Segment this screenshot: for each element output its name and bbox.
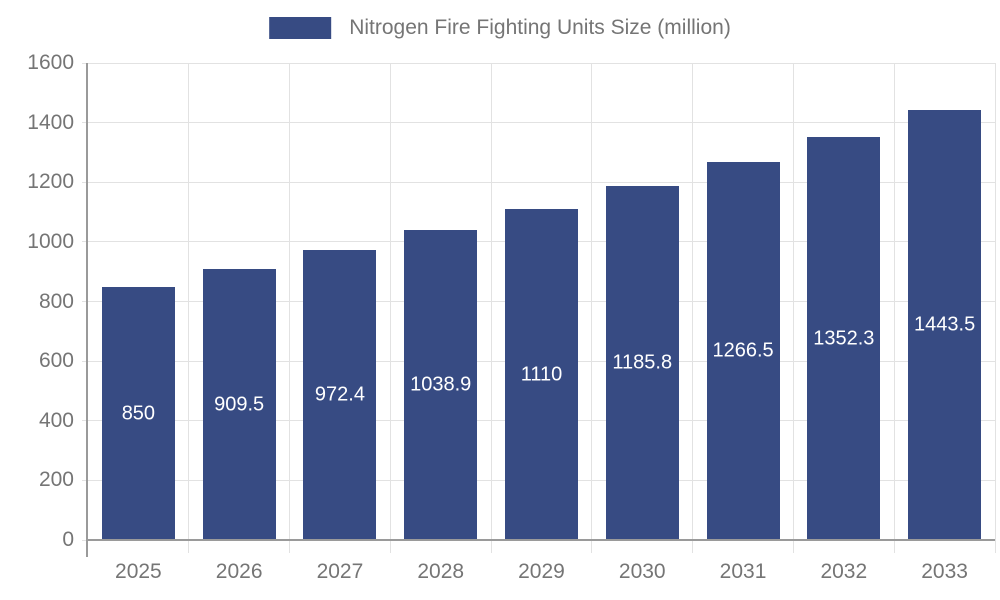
bar-2029[interactable]: 1110 <box>505 209 578 540</box>
gridline-vertical <box>289 63 291 553</box>
bar-value-label: 1352.3 <box>813 327 875 349</box>
gridline-vertical <box>591 63 593 553</box>
x-axis-label: 2031 <box>719 560 767 583</box>
y-axis-label: 0 <box>62 528 74 551</box>
gridline-vertical <box>389 63 391 553</box>
gridline-vertical <box>792 63 794 553</box>
y-axis-tick <box>82 539 88 541</box>
gridline-vertical <box>692 63 694 553</box>
x-axis-label: 2026 <box>215 560 263 583</box>
gridline-vertical <box>994 63 996 553</box>
bar-2025[interactable]: 850 <box>101 287 175 540</box>
legend-swatch-icon <box>269 17 332 39</box>
bar-value-label: 909.5 <box>214 393 265 415</box>
x-axis-label: 2029 <box>518 560 565 583</box>
bar-2033[interactable]: 1443.5 <box>908 110 982 540</box>
legend-label: Nitrogen Fire Fighting Units Size (milli… <box>349 16 731 39</box>
bar-2030[interactable]: 1185.8 <box>605 186 679 540</box>
y-axis-label: 600 <box>38 349 74 373</box>
gridline-vertical <box>490 63 492 553</box>
bar-value-label: 1443.5 <box>914 313 976 336</box>
x-axis-label: 2033 <box>921 560 968 583</box>
bar-2032[interactable]: 1352.3 <box>807 137 881 540</box>
x-axis-label: 2027 <box>316 560 364 583</box>
y-axis-line <box>86 63 88 557</box>
bar-value-label: 1185.8 <box>612 351 673 374</box>
gridline-vertical <box>893 63 895 553</box>
legend[interactable]: Nitrogen Fire Fighting Units Size (milli… <box>269 16 731 40</box>
gridline-vertical <box>188 63 190 553</box>
y-axis-label: 1200 <box>27 170 74 194</box>
y-axis-label: 400 <box>38 408 74 432</box>
bar-value-label: 850 <box>121 402 156 424</box>
bar-2031[interactable]: 1266.5 <box>706 162 780 540</box>
y-axis-label: 200 <box>38 468 74 492</box>
x-axis-line <box>86 539 995 541</box>
x-axis-label: 2025 <box>115 560 162 583</box>
bar-2028[interactable]: 1038.9 <box>404 230 478 540</box>
gridline-horizontal <box>82 181 995 183</box>
bar-2027[interactable]: 972.4 <box>303 250 377 540</box>
x-axis-label: 2032 <box>820 560 868 583</box>
bar-value-label: 1110 <box>520 363 563 385</box>
bar-value-label: 1038.9 <box>410 373 472 396</box>
gridline-horizontal <box>82 122 995 124</box>
gridline-horizontal <box>82 62 995 64</box>
bar-value-label: 1266.5 <box>712 339 774 362</box>
x-axis-label: 2030 <box>618 560 666 583</box>
bar-value-label: 972.4 <box>314 383 365 406</box>
y-axis-label: 1600 <box>27 51 74 74</box>
bar-2026[interactable]: 909.5 <box>202 269 276 540</box>
y-axis-label: 800 <box>38 289 74 313</box>
y-axis-label: 1400 <box>27 110 74 134</box>
y-axis-label: 1000 <box>27 229 74 253</box>
x-axis-label: 2028 <box>417 560 465 583</box>
